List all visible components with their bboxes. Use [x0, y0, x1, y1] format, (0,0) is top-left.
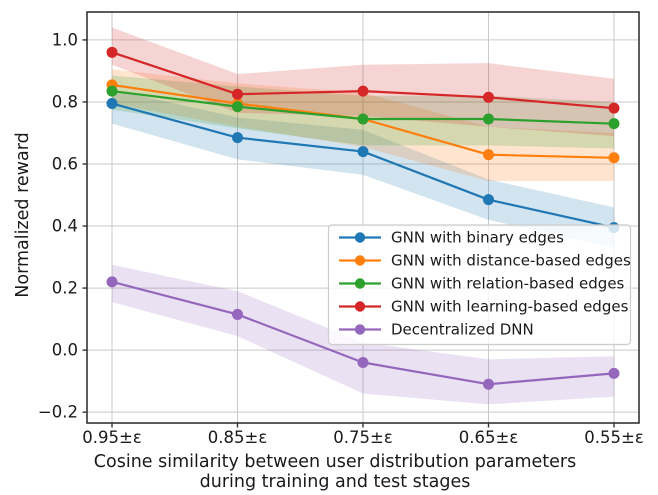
data-point-marker	[106, 46, 118, 58]
data-point-marker	[483, 194, 494, 206]
data-point-marker	[357, 113, 369, 125]
x-tick-label: 0.85±ε	[208, 428, 267, 447]
y-tick-label: 0.4	[52, 217, 78, 236]
series-layer	[106, 46, 620, 390]
data-point-marker	[357, 146, 369, 158]
x-tick-label: 0.95±ε	[82, 428, 141, 447]
data-point-marker	[608, 118, 620, 130]
legend-item: GNN with learning-based edges	[339, 298, 629, 316]
data-point-marker	[483, 149, 494, 161]
data-point-marker	[483, 378, 494, 390]
legend-item: GNN with binary edges	[339, 229, 564, 247]
data-point-marker	[232, 308, 243, 320]
y-tick-label: 1.0	[52, 30, 78, 49]
y-tick-label: −0.2	[38, 403, 78, 422]
data-point-marker	[232, 132, 243, 144]
data-point-marker	[232, 101, 243, 113]
legend-sample-marker	[354, 278, 366, 289]
x-tick-label: 0.55±ε	[584, 428, 643, 447]
legend-label: GNN with distance-based edges	[391, 252, 631, 270]
legend-label: GNN with learning-based edges	[391, 298, 629, 316]
data-point-marker	[106, 98, 118, 110]
data-point-marker	[106, 85, 118, 97]
y-tick-label: 0.2	[52, 279, 78, 298]
legend-layer: GNN with binary edges GNN with distance-b…	[327, 224, 632, 346]
y-axis-label: Normalized reward	[13, 132, 33, 297]
y-tick-label: 0.0	[52, 341, 78, 360]
ticks-layer: 0.95±ε 0.85±ε 0.75±ε 0.65±ε 0.55±ε 1.0 0.8 0.6 0…	[38, 30, 644, 447]
y-tick-label: 0.6	[52, 154, 78, 173]
confidence-band	[112, 89, 614, 248]
x-axis-label-line1: Cosine similarity between user distribut…	[94, 452, 576, 472]
legend-label: GNN with binary edges	[391, 229, 564, 247]
data-point-marker	[608, 367, 620, 379]
data-point-marker	[483, 113, 494, 125]
legend-sample-marker	[354, 232, 366, 243]
data-point-marker	[483, 91, 494, 103]
data-point-marker	[608, 152, 620, 164]
confidence-band	[112, 264, 614, 405]
data-point-marker	[608, 102, 620, 114]
x-axis-label-line2: during training and test stages	[200, 472, 471, 492]
legend-item: GNN with relation-based edges	[339, 275, 625, 293]
legend-item: Decentralized DNN	[339, 321, 534, 339]
legend-sample-marker	[354, 301, 366, 312]
y-tick-label: 0.8	[52, 92, 78, 111]
legend-box	[327, 224, 632, 346]
data-point-marker	[357, 85, 369, 97]
legend-label: Decentralized DNN	[391, 321, 534, 339]
data-point-marker	[106, 276, 118, 288]
legend-item: GNN with distance-based edges	[339, 252, 631, 270]
legend-label: GNN with relation-based edges	[391, 275, 625, 293]
x-tick-label: 0.75±ε	[333, 428, 392, 447]
data-point-marker	[232, 88, 243, 100]
data-point-marker	[357, 357, 369, 369]
legend-sample-marker	[354, 255, 366, 266]
legend-sample-marker	[354, 324, 366, 335]
x-tick-label: 0.65±ε	[459, 428, 518, 447]
